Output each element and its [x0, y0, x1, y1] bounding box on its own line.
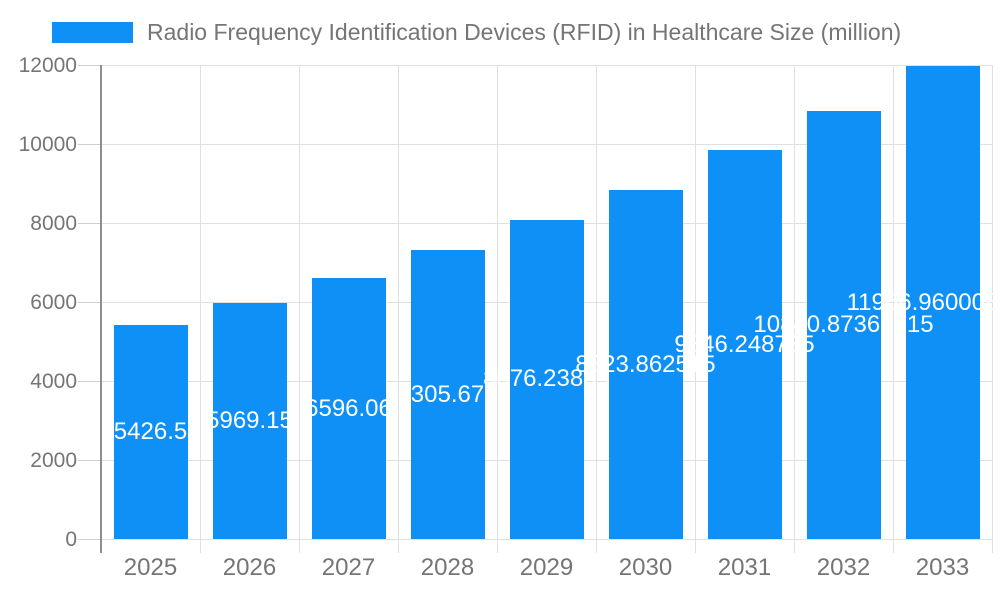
x-axis-tick-label: 2028	[420, 554, 475, 581]
y-gridline	[101, 65, 992, 66]
bar-2033[interactable]	[905, 66, 980, 539]
bar-2031[interactable]	[707, 150, 782, 539]
x-gridline	[695, 65, 696, 553]
x-axis-tick-label: 2026	[222, 554, 277, 581]
bar-2030[interactable]	[608, 190, 683, 539]
x-axis-tick-label: 2030	[618, 554, 673, 581]
y-tick-mark	[78, 539, 101, 540]
x-axis-tick-label: 2032	[816, 554, 871, 581]
x-gridline	[893, 65, 894, 553]
y-axis-tick-label: 2000	[30, 448, 77, 472]
x-gridline	[200, 65, 201, 553]
x-gridline	[794, 65, 795, 553]
y-axis-tick-label: 0	[65, 527, 77, 551]
y-tick-mark	[78, 65, 101, 66]
y-tick-mark	[78, 381, 101, 382]
y-axis-tick-label: 4000	[30, 369, 77, 393]
x-axis-tick-label: 2027	[321, 554, 376, 581]
y-axis-tick-label: 12000	[18, 53, 77, 77]
y-axis-line	[100, 65, 102, 553]
x-axis-tick-label: 2025	[123, 554, 178, 581]
y-tick-mark	[78, 144, 101, 145]
x-gridline	[596, 65, 597, 553]
bar-2025[interactable]	[113, 324, 188, 539]
y-tick-mark	[78, 460, 101, 461]
y-gridline	[101, 144, 992, 145]
y-axis-tick-label: 10000	[18, 132, 77, 156]
bar-2028[interactable]	[410, 250, 485, 539]
bar-2026[interactable]	[212, 303, 287, 539]
y-tick-mark	[78, 302, 101, 303]
x-axis-tick-label: 2029	[519, 554, 574, 581]
legend-label: Radio Frequency Identification Devices (…	[147, 18, 902, 45]
x-axis-tick-label: 2031	[717, 554, 772, 581]
y-tick-mark	[78, 223, 101, 224]
bar-2029[interactable]	[509, 219, 584, 539]
legend-item[interactable]: Radio Frequency Identification Devices (…	[52, 18, 901, 46]
x-gridline	[398, 65, 399, 553]
bar-2032[interactable]	[806, 110, 881, 539]
x-axis-tick-label: 2033	[915, 554, 970, 581]
x-gridline	[497, 65, 498, 553]
legend-swatch-icon	[52, 21, 133, 43]
bar-2027[interactable]	[311, 278, 386, 539]
x-gridline	[992, 65, 993, 553]
x-gridline	[299, 65, 300, 553]
y-axis-tick-label: 6000	[30, 290, 77, 314]
y-gridline	[101, 539, 992, 540]
y-axis-tick-label: 8000	[30, 211, 77, 235]
